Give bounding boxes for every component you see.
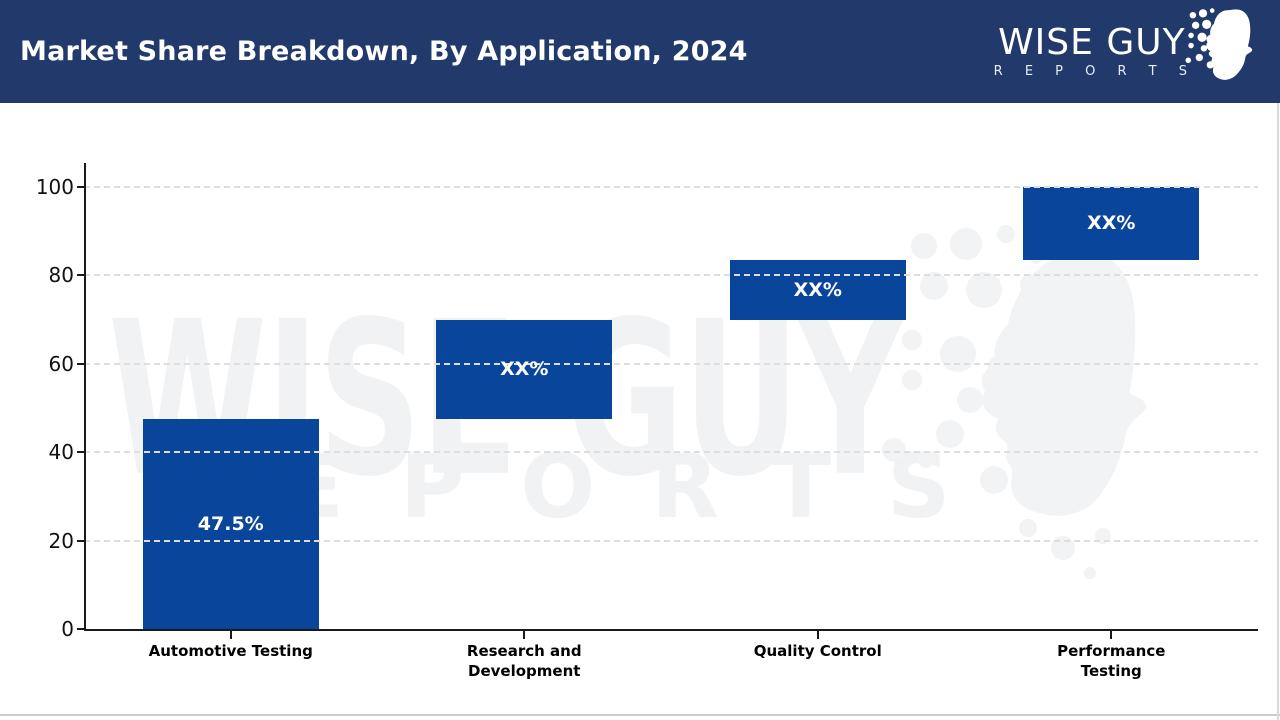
y-axis-line xyxy=(84,163,86,631)
x-tick xyxy=(816,631,819,639)
y-tick-label-0: 0 xyxy=(61,617,74,641)
x-tick xyxy=(229,631,232,639)
y-tick-20 xyxy=(77,539,85,542)
figure-bottom-border xyxy=(0,714,1280,716)
gridline-20 xyxy=(84,539,1258,542)
bar-value-label: XX% xyxy=(500,358,549,381)
x-category-label: Performance Testing xyxy=(1057,642,1166,680)
logo-face-icon xyxy=(1185,7,1253,80)
bar-segment xyxy=(729,259,906,320)
y-tick-100 xyxy=(77,186,85,188)
figure-right-border xyxy=(1277,103,1279,720)
x-axis-line xyxy=(84,629,1258,631)
gridline-80 xyxy=(84,274,1258,277)
gridline-60 xyxy=(84,362,1258,365)
y-tick-40 xyxy=(77,451,85,454)
bar-segment xyxy=(142,419,319,629)
bar-value-label: 47.5% xyxy=(197,513,264,536)
y-tick-80 xyxy=(77,274,85,277)
logo-wordmark: WISE GUY xyxy=(998,22,1186,63)
gridline-40 xyxy=(84,451,1258,454)
header-bar: Market Share Breakdown, By Application, … xyxy=(0,0,1280,103)
y-tick-60 xyxy=(77,362,85,365)
bar-segment xyxy=(1023,187,1200,260)
x-tick xyxy=(523,631,526,639)
logo-text: WISE GUY R E P O R T S xyxy=(988,22,1196,79)
y-tick-label-100: 100 xyxy=(35,175,74,199)
x-category-label: Automotive Testing xyxy=(148,642,313,660)
x-category-label: Quality Control xyxy=(753,642,882,660)
bar-segment xyxy=(436,319,613,420)
page-title: Market Share Breakdown, By Application, … xyxy=(20,36,748,67)
chart-area: WISE GUY REPORTS 0 20 40 60 80 100 47.5% XX% XX%… xyxy=(0,103,1280,720)
y-tick-label-60: 60 xyxy=(48,351,74,376)
gridline-100 xyxy=(84,186,1258,188)
y-tick-label-80: 80 xyxy=(48,263,74,288)
y-tick-label-40: 40 xyxy=(48,440,74,465)
x-tick xyxy=(1110,631,1113,639)
bar-value-label: XX% xyxy=(1087,212,1136,235)
wise-guy-logo: WISE GUY R E P O R T S xyxy=(988,4,1280,100)
bar-value-label: XX% xyxy=(793,278,842,301)
y-tick-0 xyxy=(77,628,85,630)
x-category-label: Research and Development xyxy=(466,642,582,680)
watermark-face-icon xyxy=(882,225,1147,579)
y-tick-label-20: 20 xyxy=(48,528,74,553)
logo-subtitle: R E P O R T S xyxy=(993,64,1196,79)
